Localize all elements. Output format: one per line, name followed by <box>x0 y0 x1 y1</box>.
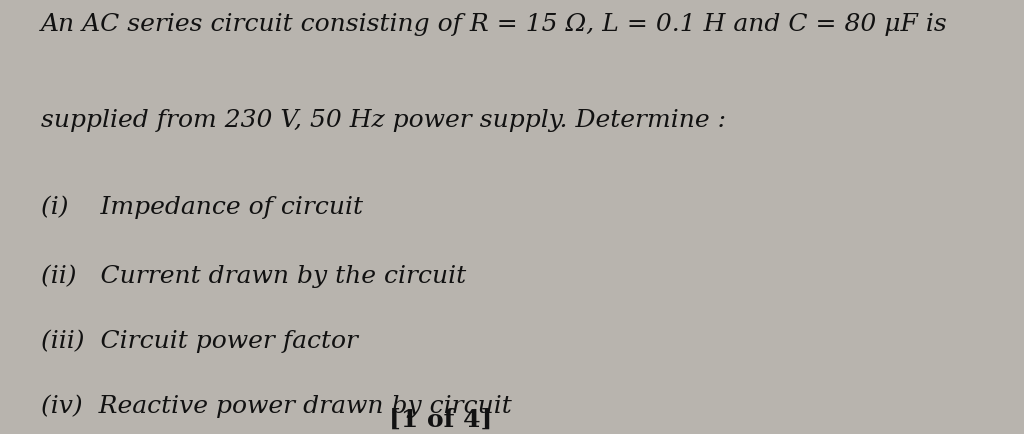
Text: (i)    Impedance of circuit: (i) Impedance of circuit <box>41 195 362 219</box>
Text: An AC series circuit consisting of R = 15 Ω, L = 0.1 H and C = 80 μF is: An AC series circuit consisting of R = 1… <box>41 13 947 36</box>
Text: supplied from 230 V, 50 Hz power supply. Determine :: supplied from 230 V, 50 Hz power supply.… <box>41 108 726 132</box>
Text: (iii)  Circuit power factor: (iii) Circuit power factor <box>41 330 358 353</box>
Text: (iv)  Reactive power drawn by circuit: (iv) Reactive power drawn by circuit <box>41 395 512 418</box>
Text: (ii)   Current drawn by the circuit: (ii) Current drawn by the circuit <box>41 265 466 288</box>
Text: [1 of 4]: [1 of 4] <box>389 408 492 432</box>
